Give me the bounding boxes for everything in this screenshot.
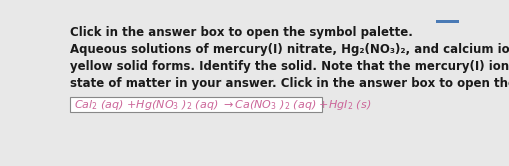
Text: Aqueous solutions of mercury(I) nitrate, Hg₂(NO₃)₂, and calcium iodide are mixed: Aqueous solutions of mercury(I) nitrate,… (70, 43, 509, 56)
Bar (435, 20, 458, 23)
Text: yellow solid forms. Identify the solid. Note that the mercury(I) ion exists as H: yellow solid forms. Identify the solid. … (70, 60, 509, 73)
Text: Cal$_2$ (aq) +Hg(NO$_3$ )$_2$ (aq) $\rightarrow$Ca(NO$_3$ )$_2$ (aq) +HgI$_2$ (s: Cal$_2$ (aq) +Hg(NO$_3$ )$_2$ (aq) $\rig… (74, 98, 371, 112)
FancyBboxPatch shape (70, 97, 321, 112)
Text: Click in the answer box to open the symbol palette.: Click in the answer box to open the symb… (70, 26, 412, 39)
Text: state of matter in your answer. Click in the answer box to open the symbol palet: state of matter in your answer. Click in… (70, 77, 509, 90)
